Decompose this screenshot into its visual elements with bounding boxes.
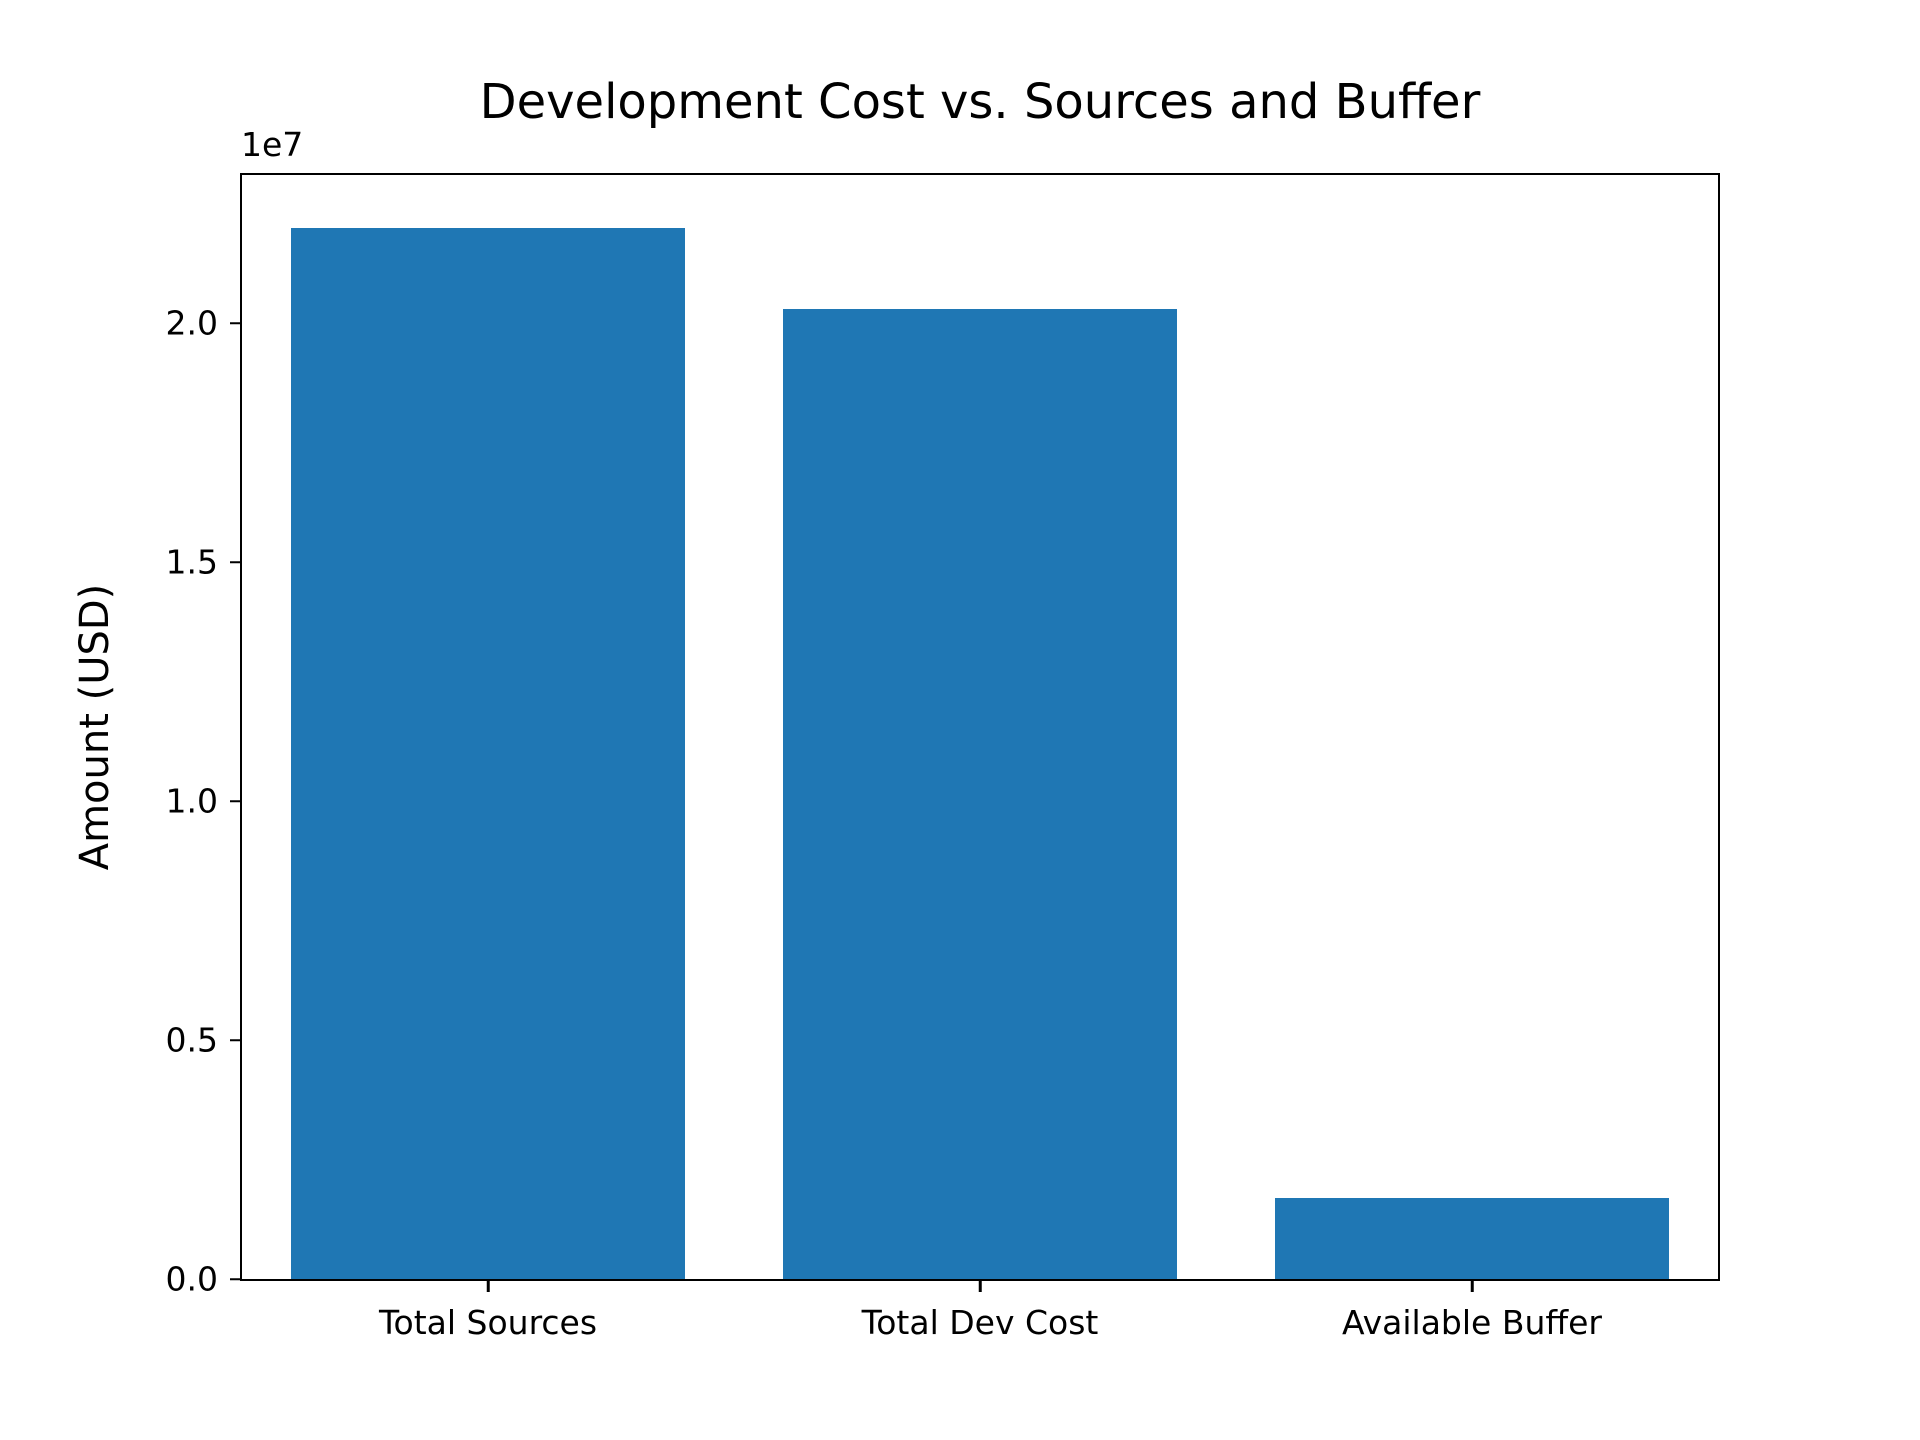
x-tick-mark-available-buffer — [1470, 1279, 1474, 1292]
y-tick-label-0.5: 0.5 — [165, 1020, 218, 1060]
y-tick-mark-1.0 — [230, 799, 242, 803]
y-ticks-layer: 0.0 0.5 1.0 1.5 2.0 — [166, 175, 1718, 1296]
y-tick-label-2.0: 2.0 — [165, 303, 218, 343]
bar-total-dev-cost — [783, 308, 1177, 1279]
bar-total-sources — [291, 227, 685, 1279]
x-tick-mark-total-dev-cost — [978, 1279, 982, 1292]
x-ticks-layer: Total Sources Total Dev Cost Available Buf… — [242, 175, 1718, 1341]
y-tick-mark-2.0 — [230, 321, 242, 325]
y-axis-offset-label: 1e7 — [241, 125, 304, 164]
plot-area: 0.0 0.5 1.0 1.5 2.0 Total Sources Total Dev C… — [166, 173, 1720, 1341]
bar-available-buffer — [1275, 1197, 1669, 1279]
y-axis-label: Amount (USD) — [72, 583, 118, 871]
y-tick-mark-1.5 — [230, 560, 242, 564]
x-tick-label-total-dev-cost: Total Dev Cost — [861, 1303, 1099, 1342]
x-tick-label-available-buffer: Available Buffer — [1341, 1303, 1603, 1342]
bars-layer — [242, 175, 1718, 1279]
y-tick-mark-0.5 — [230, 1038, 242, 1042]
x-tick-mark-total-sources — [486, 1279, 490, 1292]
y-tick-label-1.0: 1.0 — [165, 781, 218, 821]
y-tick-label-0.0: 0.0 — [165, 1259, 218, 1299]
x-tick-label-total-sources: Total Sources — [378, 1303, 598, 1342]
y-tick-mark-0.0 — [230, 1277, 242, 1281]
y-tick-label-1.5: 1.5 — [165, 542, 218, 582]
chart-title: Development Cost vs. Sources and Buffer — [479, 74, 1481, 130]
